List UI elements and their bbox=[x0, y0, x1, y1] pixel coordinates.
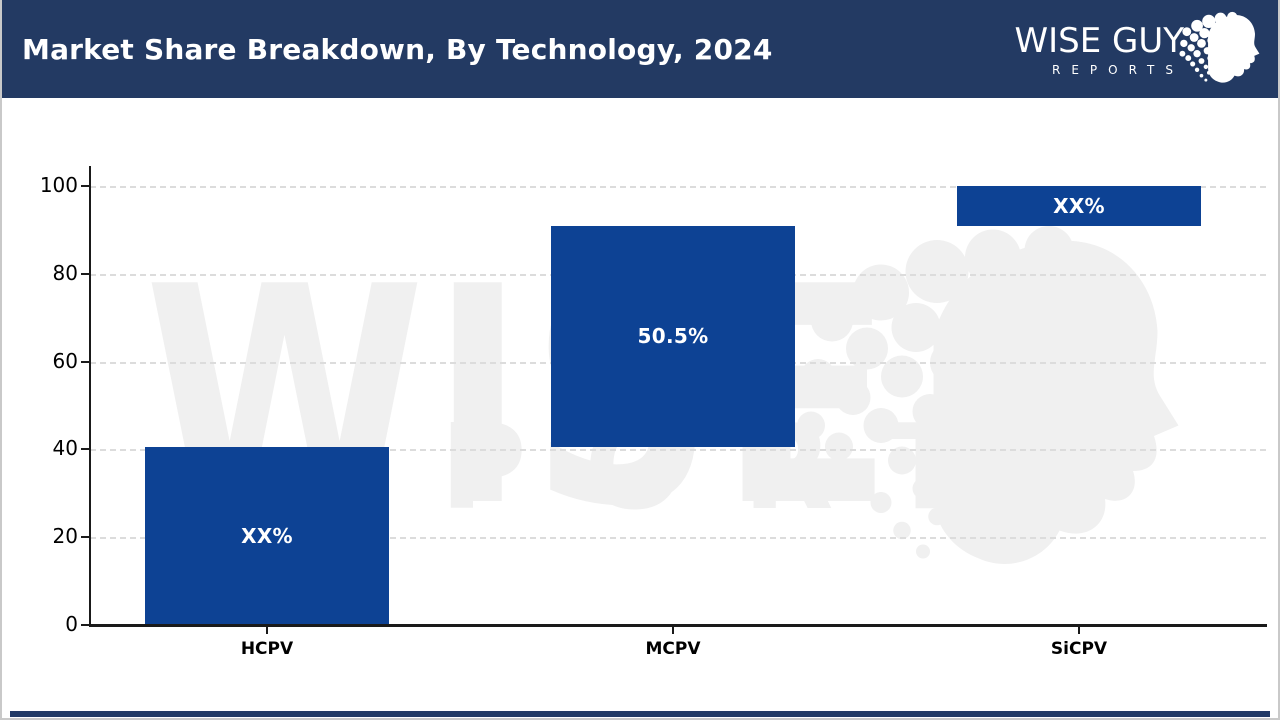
page-title: Market Share Breakdown, By Technology, 2… bbox=[22, 32, 773, 66]
x-tick-mark bbox=[672, 627, 674, 634]
bar-value-label: 50.5% bbox=[637, 324, 709, 349]
gridline bbox=[90, 186, 1266, 188]
x-tick-label: SiCPV bbox=[1050, 639, 1108, 659]
y-tick-label: 80 bbox=[52, 260, 78, 285]
y-tick-mark bbox=[81, 272, 89, 275]
header-banner: Market Share Breakdown, By Technology, 2… bbox=[2, 0, 1278, 98]
y-axis-spine bbox=[89, 166, 91, 626]
y-tick-label: 20 bbox=[52, 524, 78, 549]
y-tick-label: 60 bbox=[52, 348, 78, 373]
y-tick-mark bbox=[81, 360, 89, 363]
y-tick-mark bbox=[81, 448, 89, 451]
y-tick-mark bbox=[81, 185, 89, 187]
brand-logo: WISE GUY REPORTS bbox=[1014, 4, 1266, 96]
brand-name: WISE GUY bbox=[1014, 20, 1184, 61]
x-tick-label: HCPV bbox=[240, 639, 294, 659]
bar-segment: XX% bbox=[957, 186, 1201, 226]
dot-cloud bbox=[797, 226, 1074, 559]
y-tick-label: 40 bbox=[52, 436, 78, 461]
y-tick-label: 100 bbox=[39, 173, 78, 197]
bar-value-label: XX% bbox=[241, 524, 293, 549]
brand-subtitle: REPORTS bbox=[1051, 62, 1184, 77]
footer-accent-bar bbox=[10, 711, 1270, 717]
watermark-head-profile-icon bbox=[790, 208, 1210, 608]
brand-head-profile-icon bbox=[1178, 6, 1266, 94]
x-tick-mark bbox=[1078, 627, 1080, 634]
y-tick-mark bbox=[81, 624, 89, 626]
gridline bbox=[90, 537, 1266, 540]
y-tick-label: 0 bbox=[65, 612, 78, 636]
brand-logo-text: WISE GUY REPORTS bbox=[1014, 24, 1184, 77]
y-tick-mark bbox=[81, 536, 89, 539]
bar-segment: XX% bbox=[145, 447, 389, 625]
x-tick-mark bbox=[266, 627, 268, 634]
gridline bbox=[90, 449, 1266, 452]
x-tick-label: MCPV bbox=[645, 639, 701, 659]
x-axis-spine bbox=[89, 624, 1267, 627]
bar-value-label: XX% bbox=[1053, 193, 1105, 218]
bar-segment: 50.5% bbox=[551, 225, 795, 448]
